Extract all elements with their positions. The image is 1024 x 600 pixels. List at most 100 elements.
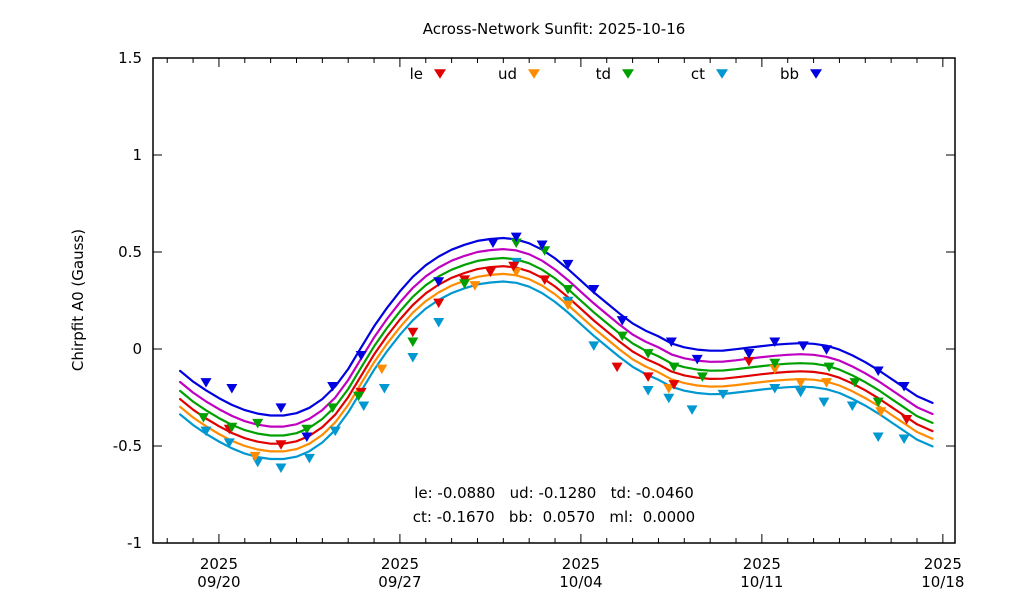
marker-ud <box>663 384 675 394</box>
marker-le <box>611 362 623 373</box>
marker-bb <box>487 238 499 248</box>
marker-bb <box>562 259 574 270</box>
marker-ud <box>769 364 781 375</box>
marker-ct <box>686 405 698 415</box>
marker-ct <box>818 397 830 408</box>
fit-values-line1: le: -0.0880 ud: -0.1280 td: -0.0460 <box>414 484 694 502</box>
legend-label-ct: ct <box>691 65 705 83</box>
marker-ct <box>663 393 675 404</box>
marker-td <box>872 397 884 408</box>
marker-bb <box>616 316 628 326</box>
legend: le ud td ct bb <box>410 65 822 83</box>
marker-ct <box>795 387 807 398</box>
marker-ct <box>717 389 729 400</box>
x-tick-label-date: 09/27 <box>378 573 421 591</box>
marker-bb <box>510 232 522 243</box>
marker-bb <box>588 285 600 295</box>
marker-ct <box>378 384 390 394</box>
marker-ct <box>200 426 212 437</box>
marker-bb <box>821 345 833 355</box>
marker-td <box>616 331 628 342</box>
markers-layer <box>197 232 913 474</box>
marker-bb <box>200 378 212 388</box>
marker-td <box>301 424 313 435</box>
x-tick-label-date: 10/04 <box>559 573 602 591</box>
marker-td <box>823 362 835 373</box>
marker-ct <box>433 318 445 328</box>
marker-td <box>562 285 574 295</box>
marker-bb <box>355 351 367 361</box>
legend-marker-ud <box>528 69 540 79</box>
marker-bb <box>898 382 910 392</box>
marker-ct <box>642 385 654 396</box>
curve-td <box>179 256 934 437</box>
legend-label-bb: bb <box>780 65 799 83</box>
marker-le <box>743 356 755 367</box>
marker-td <box>407 337 419 347</box>
marker-bb <box>275 403 287 413</box>
marker-ct <box>329 426 341 437</box>
marker-le <box>901 415 913 425</box>
marker-td <box>197 413 209 423</box>
x-tick-label-date: 10/18 <box>921 573 964 591</box>
axes-layer: 202509/20202509/27202510/04202510/112025… <box>113 49 965 591</box>
legend-marker-bb <box>810 69 822 79</box>
marker-le <box>407 327 419 338</box>
legend-marker-ct <box>716 69 728 79</box>
x-tick-label-year: 2025 <box>743 555 781 573</box>
marker-td <box>642 349 654 359</box>
marker-ud <box>562 300 574 311</box>
curve-ct <box>179 280 934 461</box>
marker-ct <box>303 453 315 464</box>
marker-bb <box>226 384 238 394</box>
marker-bb <box>691 354 703 365</box>
marker-ud <box>821 378 833 388</box>
marker-ud <box>376 364 388 375</box>
marker-bb <box>769 337 781 347</box>
marker-bb <box>872 366 884 377</box>
legend-marker-td <box>622 69 634 79</box>
marker-ud <box>249 451 261 462</box>
marker-td <box>459 279 471 289</box>
legend-label-td: td <box>596 65 611 83</box>
legend-label-ud: ud <box>498 65 517 83</box>
marker-bb <box>665 337 677 347</box>
marker-ct <box>846 401 858 411</box>
marker-ud <box>469 281 481 291</box>
marker-le <box>484 267 496 278</box>
x-tick-label-year: 2025 <box>924 555 962 573</box>
marker-ct <box>769 384 781 394</box>
marker-ud <box>875 407 887 417</box>
y-tick-label: 1.5 <box>118 49 142 67</box>
y-tick-label: 1 <box>132 146 142 164</box>
curve-ml <box>179 248 934 428</box>
y-tick-label: -0.5 <box>113 437 142 455</box>
marker-ud <box>795 378 807 388</box>
y-axis-label: Chirpfit A0 (Gauss) <box>69 229 87 371</box>
marker-td <box>226 422 238 433</box>
y-tick-label: 0 <box>132 340 142 358</box>
marker-ct <box>872 432 884 442</box>
marker-ct <box>898 434 910 444</box>
marker-ct <box>275 463 287 474</box>
chart-title: Across-Network Sunfit: 2025-10-16 <box>423 20 686 38</box>
marker-le <box>275 440 287 450</box>
marker-td <box>769 358 781 369</box>
marker-le <box>508 261 520 272</box>
y-tick-label: -1 <box>127 534 142 552</box>
x-tick-label-year: 2025 <box>381 555 419 573</box>
marker-bb <box>433 277 445 287</box>
x-tick-label-year: 2025 <box>200 555 238 573</box>
legend-marker-le <box>434 69 446 79</box>
marker-bb <box>536 240 548 250</box>
marker-ct <box>588 341 600 351</box>
plot-border <box>152 57 956 544</box>
x-tick-label-date: 09/20 <box>197 573 240 591</box>
marker-le <box>433 298 445 309</box>
marker-bb <box>301 432 313 442</box>
legend-label-le: le <box>410 65 423 83</box>
marker-ct <box>358 401 370 411</box>
marker-td <box>327 403 339 413</box>
